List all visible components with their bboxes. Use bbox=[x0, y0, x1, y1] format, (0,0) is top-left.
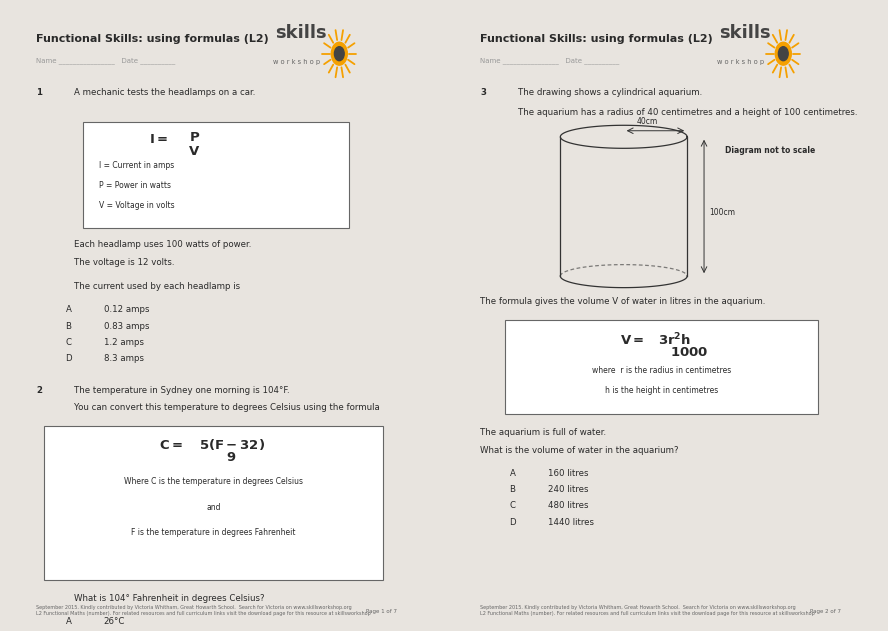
Text: The formula gives the volume V of water in litres in the aquarium.: The formula gives the volume V of water … bbox=[480, 297, 765, 306]
Text: where  r is the radius in centimetres: where r is the radius in centimetres bbox=[592, 366, 732, 375]
Circle shape bbox=[331, 42, 347, 65]
Text: V = Voltage in volts: V = Voltage in volts bbox=[99, 201, 175, 210]
Text: A mechanic tests the headlamps on a car.: A mechanic tests the headlamps on a car. bbox=[74, 88, 256, 97]
Text: $\mathbf{I =}$: $\mathbf{I =}$ bbox=[149, 133, 168, 146]
Circle shape bbox=[779, 47, 789, 61]
Text: 2: 2 bbox=[36, 386, 42, 395]
Text: D: D bbox=[510, 518, 516, 527]
Text: 40cm: 40cm bbox=[637, 117, 658, 126]
Text: Functional Skills: using formulas (L2): Functional Skills: using formulas (L2) bbox=[480, 34, 713, 44]
Text: A: A bbox=[66, 616, 71, 625]
Text: skills: skills bbox=[719, 25, 771, 42]
Text: Diagram not to scale: Diagram not to scale bbox=[725, 146, 815, 155]
Text: $\mathbf{V =}$: $\mathbf{V =}$ bbox=[620, 334, 644, 346]
Text: 0.83 amps: 0.83 amps bbox=[104, 322, 149, 331]
Text: $\mathbf{V}$: $\mathbf{V}$ bbox=[188, 144, 201, 158]
Text: The voltage is 12 volts.: The voltage is 12 volts. bbox=[74, 258, 175, 267]
Text: A: A bbox=[66, 305, 71, 314]
Text: Functional Skills: using formulas (L2): Functional Skills: using formulas (L2) bbox=[36, 34, 269, 44]
Text: The drawing shows a cylindrical aquarium.: The drawing shows a cylindrical aquarium… bbox=[518, 88, 702, 97]
Text: 0.12 amps: 0.12 amps bbox=[104, 305, 149, 314]
Text: $\mathbf{C =}$: $\mathbf{C =}$ bbox=[159, 439, 183, 452]
Text: B: B bbox=[510, 485, 516, 494]
Text: The aquarium is full of water.: The aquarium is full of water. bbox=[480, 428, 607, 437]
Text: The temperature in Sydney one morning is 104°F.: The temperature in Sydney one morning is… bbox=[74, 386, 289, 395]
Text: $\mathbf{5(F-32)}$: $\mathbf{5(F-32)}$ bbox=[199, 437, 265, 452]
Text: $\mathbf{1000}$: $\mathbf{1000}$ bbox=[670, 346, 709, 359]
Text: skills: skills bbox=[275, 25, 327, 42]
Text: h is the height in centimetres: h is the height in centimetres bbox=[605, 386, 718, 395]
Text: 480 litres: 480 litres bbox=[548, 502, 588, 510]
Text: You can convert this temperature to degrees Celsius using the formula: You can convert this temperature to degr… bbox=[74, 403, 380, 412]
Text: 1440 litres: 1440 litres bbox=[548, 518, 594, 527]
Text: Page 1 of 7: Page 1 of 7 bbox=[366, 609, 397, 614]
Text: 240 litres: 240 litres bbox=[548, 485, 588, 494]
Text: $\mathbf{P}$: $\mathbf{P}$ bbox=[189, 131, 201, 144]
Text: 1: 1 bbox=[36, 88, 42, 97]
Text: $\mathbf{3r^2h}$: $\mathbf{3r^2h}$ bbox=[658, 332, 692, 348]
Text: P = Power in watts: P = Power in watts bbox=[99, 181, 171, 190]
Text: B: B bbox=[66, 322, 72, 331]
Bar bbox=[44, 426, 383, 581]
Text: What is the volume of water in the aquarium?: What is the volume of water in the aquar… bbox=[480, 445, 678, 455]
Text: What is 104° Fahrenheit in degrees Celsius?: What is 104° Fahrenheit in degrees Celsi… bbox=[74, 594, 265, 603]
Text: I = Current in amps: I = Current in amps bbox=[99, 161, 175, 170]
Text: 3: 3 bbox=[480, 88, 486, 97]
Text: 8.3 amps: 8.3 amps bbox=[104, 354, 144, 363]
Text: w o r k s h o p: w o r k s h o p bbox=[273, 59, 320, 65]
Text: $\mathbf{9}$: $\mathbf{9}$ bbox=[226, 451, 236, 464]
Text: A: A bbox=[510, 469, 515, 478]
Text: September 2015. Kindly contributed by Victoria Whitham, Great Howarth School.  S: September 2015. Kindly contributed by Vi… bbox=[36, 605, 352, 610]
Text: F is the temperature in degrees Fahrenheit: F is the temperature in degrees Fahrenhe… bbox=[131, 528, 296, 537]
Text: September 2015. Kindly contributed by Victoria Whitham, Great Howarth School.  S: September 2015. Kindly contributed by Vi… bbox=[480, 605, 796, 610]
Text: w o r k s h o p: w o r k s h o p bbox=[717, 59, 764, 65]
Text: D: D bbox=[66, 354, 72, 363]
Text: Name ________________   Date __________: Name ________________ Date __________ bbox=[480, 57, 619, 64]
Text: C: C bbox=[66, 338, 72, 347]
Circle shape bbox=[775, 42, 791, 65]
Text: 100cm: 100cm bbox=[710, 208, 735, 217]
Text: Where C is the temperature in degrees Celsius: Where C is the temperature in degrees Ce… bbox=[124, 477, 303, 487]
Text: The aquarium has a radius of 40 centimetres and a height of 100 centimetres.: The aquarium has a radius of 40 centimet… bbox=[518, 108, 858, 117]
Text: C: C bbox=[510, 502, 516, 510]
Text: 1.2 amps: 1.2 amps bbox=[104, 338, 144, 347]
Text: Each headlamp uses 100 watts of power.: Each headlamp uses 100 watts of power. bbox=[74, 240, 251, 249]
Bar bbox=[83, 122, 349, 228]
Text: Name ________________   Date __________: Name ________________ Date __________ bbox=[36, 57, 175, 64]
Text: 26°C: 26°C bbox=[104, 616, 125, 625]
Text: L2 Functional Maths (number). For related resources and full curriculum links vi: L2 Functional Maths (number). For relate… bbox=[480, 611, 815, 616]
Text: The current used by each headlamp is: The current used by each headlamp is bbox=[74, 282, 240, 291]
Text: 160 litres: 160 litres bbox=[548, 469, 588, 478]
Circle shape bbox=[335, 47, 345, 61]
Text: and: and bbox=[206, 503, 221, 512]
Bar bbox=[505, 321, 818, 414]
Text: Page 2 of 7: Page 2 of 7 bbox=[810, 609, 841, 614]
Text: L2 Functional Maths (number). For related resources and full curriculum links vi: L2 Functional Maths (number). For relate… bbox=[36, 611, 371, 616]
